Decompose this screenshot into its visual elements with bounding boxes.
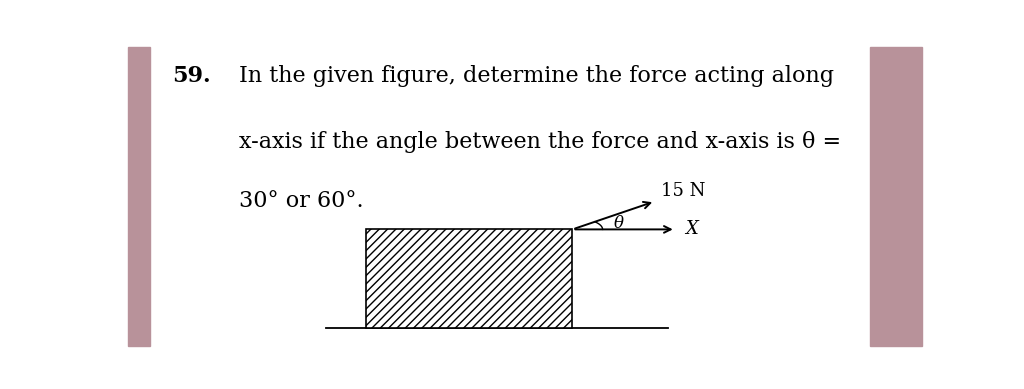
- Text: 30° or 60°.: 30° or 60°.: [240, 191, 364, 212]
- Text: θ: θ: [614, 215, 624, 232]
- Bar: [870, 47, 922, 346]
- Bar: [128, 47, 151, 346]
- Text: x-axis if the angle between the force and x-axis is θ =: x-axis if the angle between the force an…: [240, 131, 842, 152]
- Text: X: X: [685, 221, 698, 238]
- Text: 15 N: 15 N: [662, 182, 706, 200]
- Text: 59.: 59.: [172, 65, 210, 87]
- Bar: [367, 230, 572, 328]
- Text: In the given figure, determine the force acting along: In the given figure, determine the force…: [240, 65, 835, 87]
